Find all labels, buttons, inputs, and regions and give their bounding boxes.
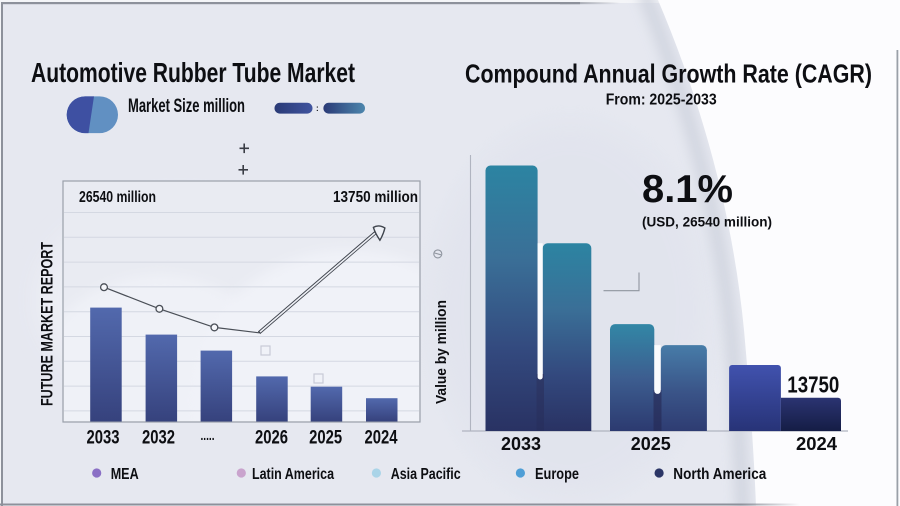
svg-text:2026: 2026 [255, 427, 288, 449]
svg-text:North America: North America [673, 466, 766, 483]
svg-text:Market Size million: Market Size million [128, 96, 245, 117]
svg-text::: : [316, 104, 319, 113]
svg-text:26540 million: 26540 million [79, 189, 156, 206]
svg-text:2033: 2033 [501, 433, 541, 454]
svg-text:13750 million: 13750 million [333, 189, 418, 206]
svg-text:Compound Annual Growth Rate (C: Compound Annual Growth Rate (CAGR) [465, 59, 872, 89]
svg-text:2024: 2024 [365, 427, 398, 449]
svg-text:8.1%: 8.1% [642, 168, 733, 211]
svg-text:Value by million: Value by million [434, 300, 450, 404]
svg-text:FUTURE MARKET REPORT: FUTURE MARKET REPORT [37, 242, 56, 406]
svg-text:MEA: MEA [111, 466, 139, 483]
svg-text:Europe: Europe [535, 466, 579, 483]
svg-text:2025: 2025 [309, 427, 342, 449]
svg-text:2033: 2033 [87, 427, 120, 449]
svg-text:2024: 2024 [796, 433, 838, 454]
svg-text:2032: 2032 [142, 427, 175, 449]
svg-text:Asia Pacific: Asia Pacific [391, 466, 461, 483]
svg-text:From: 2025-2033: From: 2025-2033 [606, 92, 717, 109]
svg-text:(USD, 26540 million): (USD, 26540 million) [642, 214, 772, 230]
svg-text:.....: ..... [201, 427, 215, 443]
svg-text:13750: 13750 [787, 372, 839, 398]
svg-text:2025: 2025 [631, 433, 671, 454]
svg-text:Latin America: Latin America [252, 466, 334, 483]
svg-text:Automotive Rubber Tube Market: Automotive Rubber Tube Market [31, 57, 355, 88]
